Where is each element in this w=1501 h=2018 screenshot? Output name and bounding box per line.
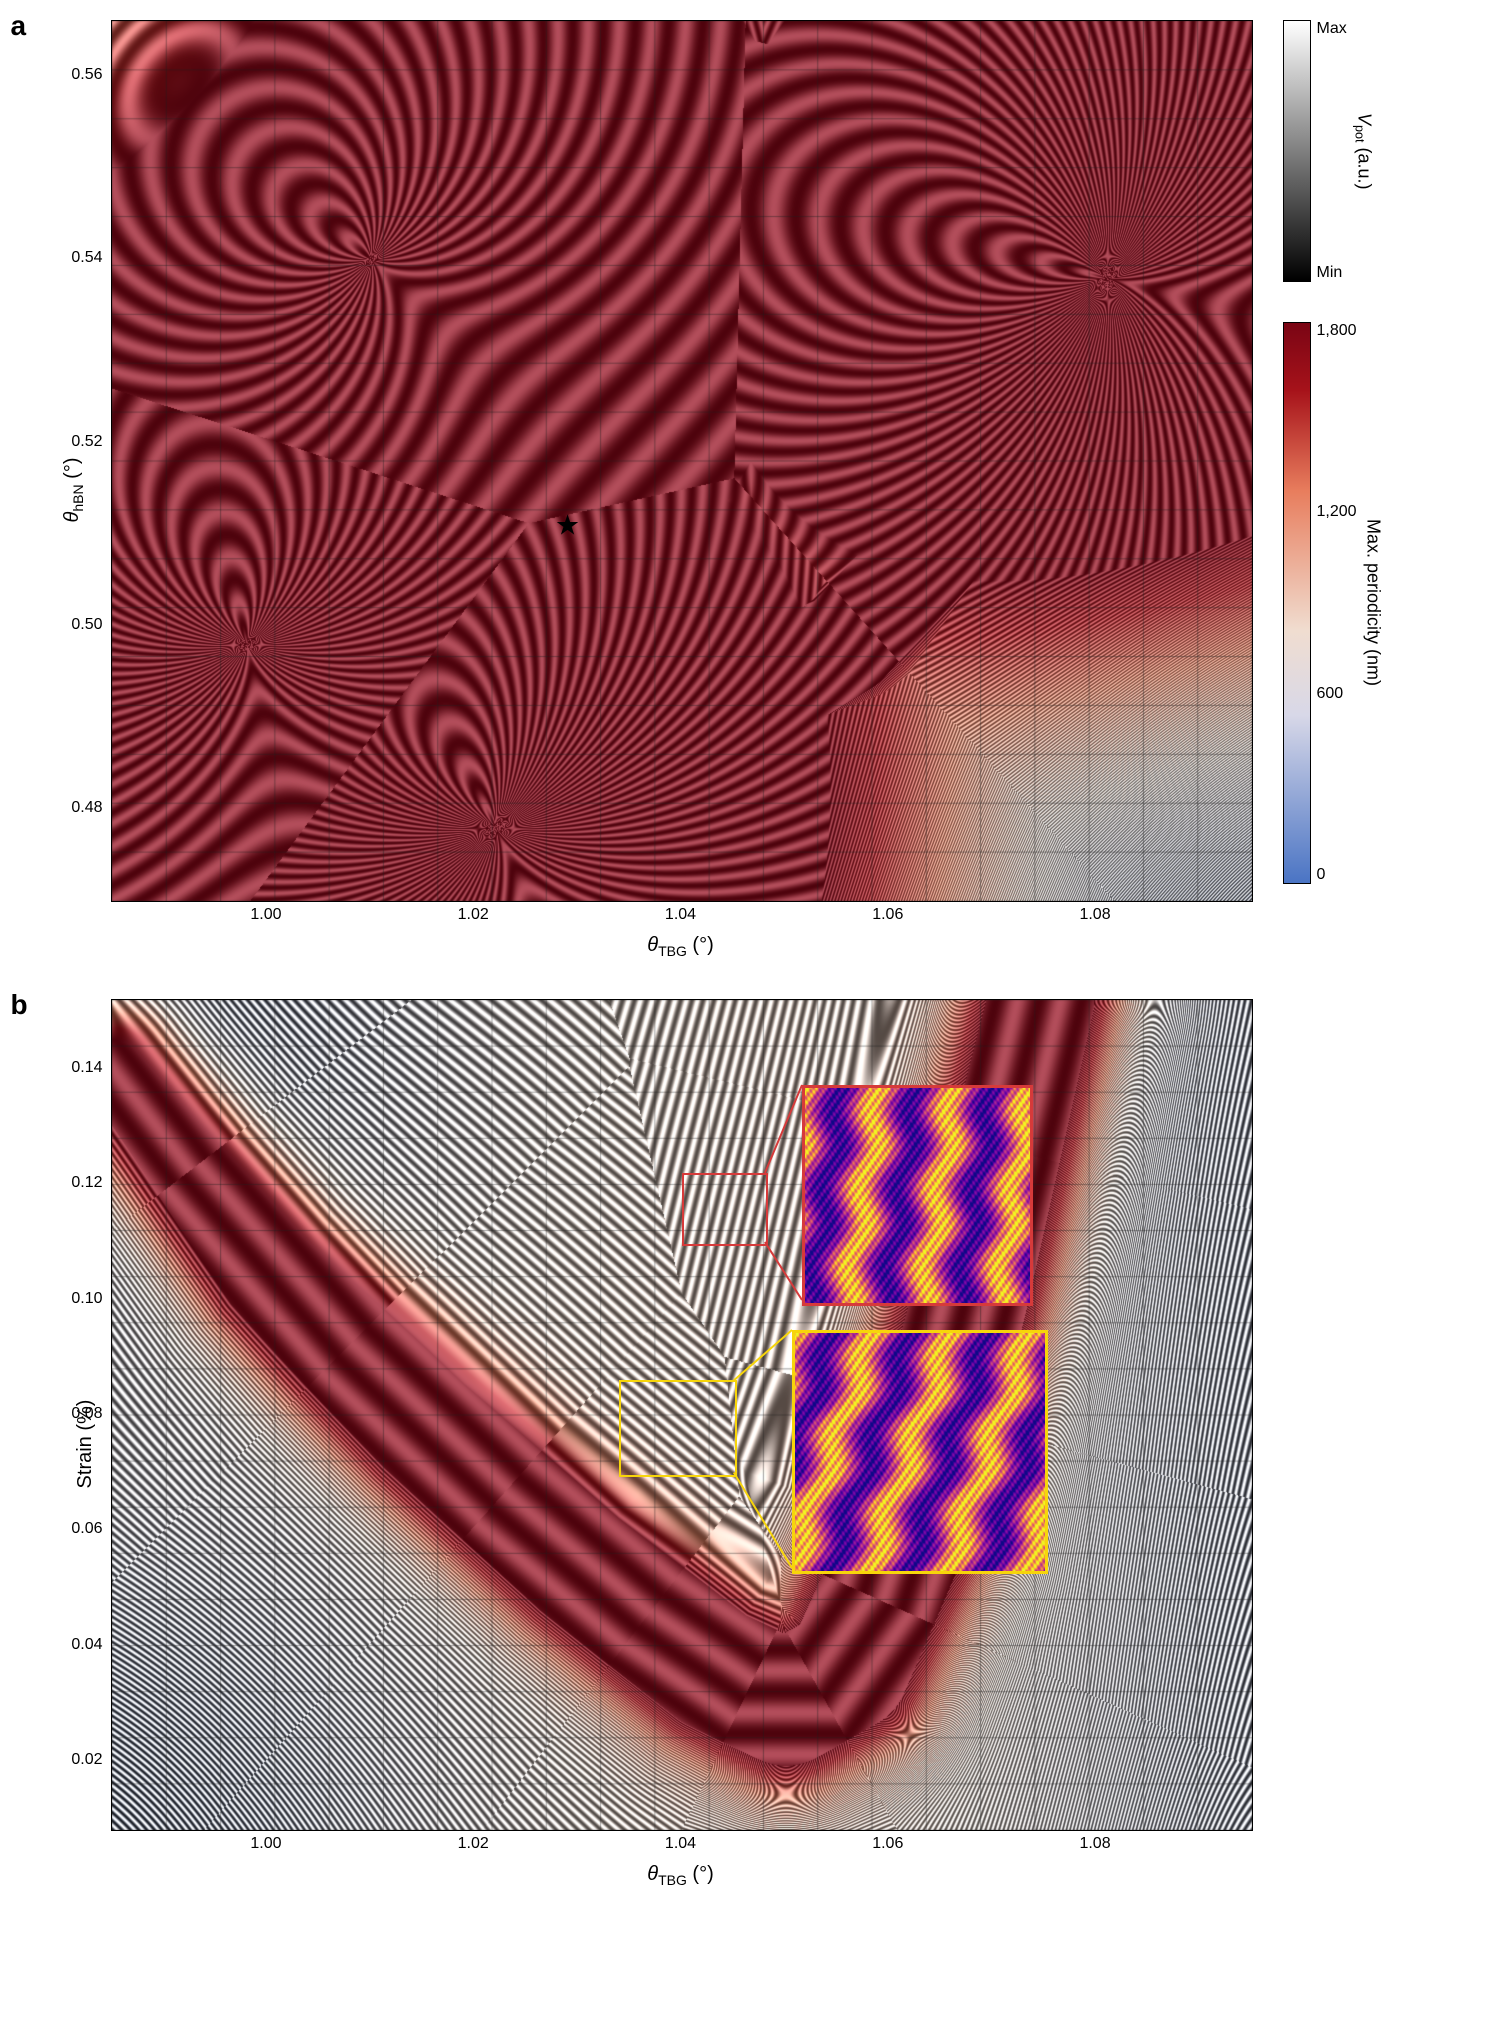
- colorbar-vpot: Max Min Vpot (a.u.): [1283, 20, 1384, 282]
- colorbar-periodicity-tick: 0: [1317, 866, 1357, 884]
- colorbar-periodicity-tick: 600: [1317, 685, 1357, 703]
- figure-root: a θhBN (°) ★ 1.001.021.041.061.08 0.480.…: [21, 20, 1481, 1888]
- axis-tick: 0.06: [53, 1520, 103, 1538]
- panel-a-ylabel: θhBN (°): [60, 457, 85, 522]
- colorbar-periodicity-tick: 1,200: [1317, 503, 1357, 521]
- panel-a-xlabel: θTBG (°): [111, 934, 1251, 959]
- axis-tick: 0.54: [53, 249, 103, 267]
- axis-tick: 0.48: [53, 799, 103, 817]
- axis-tick: 1.04: [665, 906, 696, 924]
- axis-tick: 0.52: [53, 433, 103, 451]
- axis-tick: 0.02: [53, 1751, 103, 1769]
- axis-tick: 0.08: [53, 1405, 103, 1423]
- panel-b-label: b: [11, 989, 28, 1021]
- axis-tick: 1.06: [872, 906, 903, 924]
- panel-b: b Strain (%) 1.001.021.041.061.08: [21, 999, 1481, 1888]
- axis-tick: 1.00: [250, 1835, 281, 1853]
- colorbar-vpot-max: Max: [1317, 20, 1347, 38]
- colorbar-periodicity-gradient: [1283, 322, 1311, 884]
- axis-tick: 1.08: [1079, 1835, 1110, 1853]
- colorbar-column: Max Min Vpot (a.u.) 1,800 1,200 600 0 Max. …: [1283, 20, 1384, 884]
- axis-tick: 1.00: [250, 906, 281, 924]
- panel-b-yticks: 0.020.040.060.080.100.120.14: [111, 999, 1251, 1829]
- axis-tick: 0.12: [53, 1174, 103, 1192]
- axis-tick: 0.04: [53, 1636, 103, 1654]
- axis-tick: 0.14: [53, 1059, 103, 1077]
- axis-tick: 0.56: [53, 66, 103, 84]
- colorbar-vpot-title: Vpot (a.u.): [1353, 20, 1375, 282]
- colorbar-vpot-gradient: [1283, 20, 1311, 282]
- axis-tick: 0.10: [53, 1290, 103, 1308]
- panel-b-row: Strain (%) 1.001.021.041.061.08 0.020.04…: [21, 999, 1481, 1888]
- colorbar-periodicity-title: Max. periodicity (nm): [1363, 322, 1384, 884]
- colorbar-periodicity-tick: 1,800: [1317, 322, 1357, 340]
- panel-a-axes: θhBN (°) ★ 1.001.021.041.061.08 0.480.50…: [111, 20, 1253, 959]
- panel-a-label: a: [11, 10, 27, 42]
- colorbar-periodicity: 1,800 1,200 600 0 Max. periodicity (nm): [1283, 322, 1384, 884]
- axis-tick: 0.50: [53, 616, 103, 634]
- axis-tick: 1.06: [872, 1835, 903, 1853]
- colorbar-vpot-min: Min: [1317, 264, 1347, 282]
- axis-tick: 1.02: [458, 906, 489, 924]
- colorbar-periodicity-labels: 1,800 1,200 600 0: [1317, 322, 1357, 884]
- panel-b-xlabel: θTBG (°): [111, 1863, 1251, 1888]
- panel-b-axes: Strain (%) 1.001.021.041.061.08 0.020.04…: [111, 999, 1253, 1888]
- panel-a-yticks: 0.480.500.520.540.56: [111, 20, 1251, 900]
- axis-tick: 1.04: [665, 1835, 696, 1853]
- axis-tick: 1.02: [458, 1835, 489, 1853]
- colorbar-vpot-labels: Max Min: [1317, 20, 1347, 282]
- panel-a: a θhBN (°) ★ 1.001.021.041.061.08 0.480.…: [21, 20, 1481, 959]
- panel-a-row: θhBN (°) ★ 1.001.021.041.061.08 0.480.50…: [21, 20, 1481, 959]
- axis-tick: 1.08: [1079, 906, 1110, 924]
